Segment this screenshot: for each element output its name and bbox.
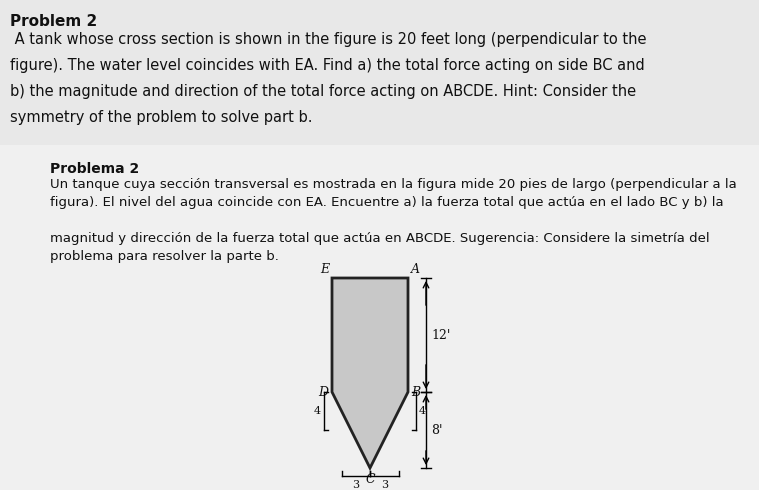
Text: 3: 3 — [381, 480, 388, 490]
Text: B: B — [411, 386, 420, 398]
Text: 8': 8' — [431, 423, 442, 437]
Text: Problem 2: Problem 2 — [10, 14, 97, 29]
Text: magnitud y dirección de la fuerza total que actúa en ABCDE. Sugerencia: Consider: magnitud y dirección de la fuerza total … — [50, 232, 710, 245]
Text: A tank whose cross section is shown in the figure is 20 feet long (perpendicular: A tank whose cross section is shown in t… — [10, 32, 647, 47]
Text: Un tanque cuya sección transversal es mostrada en la figura mide 20 pies de larg: Un tanque cuya sección transversal es mo… — [50, 178, 737, 191]
Text: 12': 12' — [431, 328, 450, 342]
Text: figura). El nivel del agua coincide con EA. Encuentre a) la fuerza total que act: figura). El nivel del agua coincide con … — [50, 196, 723, 209]
Text: figure). The water level coincides with EA. Find a) the total force acting on si: figure). The water level coincides with … — [10, 58, 644, 73]
Polygon shape — [332, 278, 408, 468]
Text: problema para resolver la parte b.: problema para resolver la parte b. — [50, 250, 279, 263]
Bar — [0, 0, 759, 145]
Text: C: C — [365, 473, 375, 486]
Text: 3: 3 — [352, 480, 359, 490]
Text: b) the magnitude and direction of the total force acting on ABCDE. Hint: Conside: b) the magnitude and direction of the to… — [10, 84, 636, 99]
Text: 4: 4 — [314, 406, 321, 416]
Text: 4: 4 — [419, 406, 426, 416]
Text: A: A — [411, 263, 420, 276]
Text: Problema 2: Problema 2 — [50, 162, 139, 176]
Text: D: D — [318, 386, 328, 398]
Text: E: E — [320, 263, 329, 276]
Text: symmetry of the problem to solve part b.: symmetry of the problem to solve part b. — [10, 110, 313, 125]
